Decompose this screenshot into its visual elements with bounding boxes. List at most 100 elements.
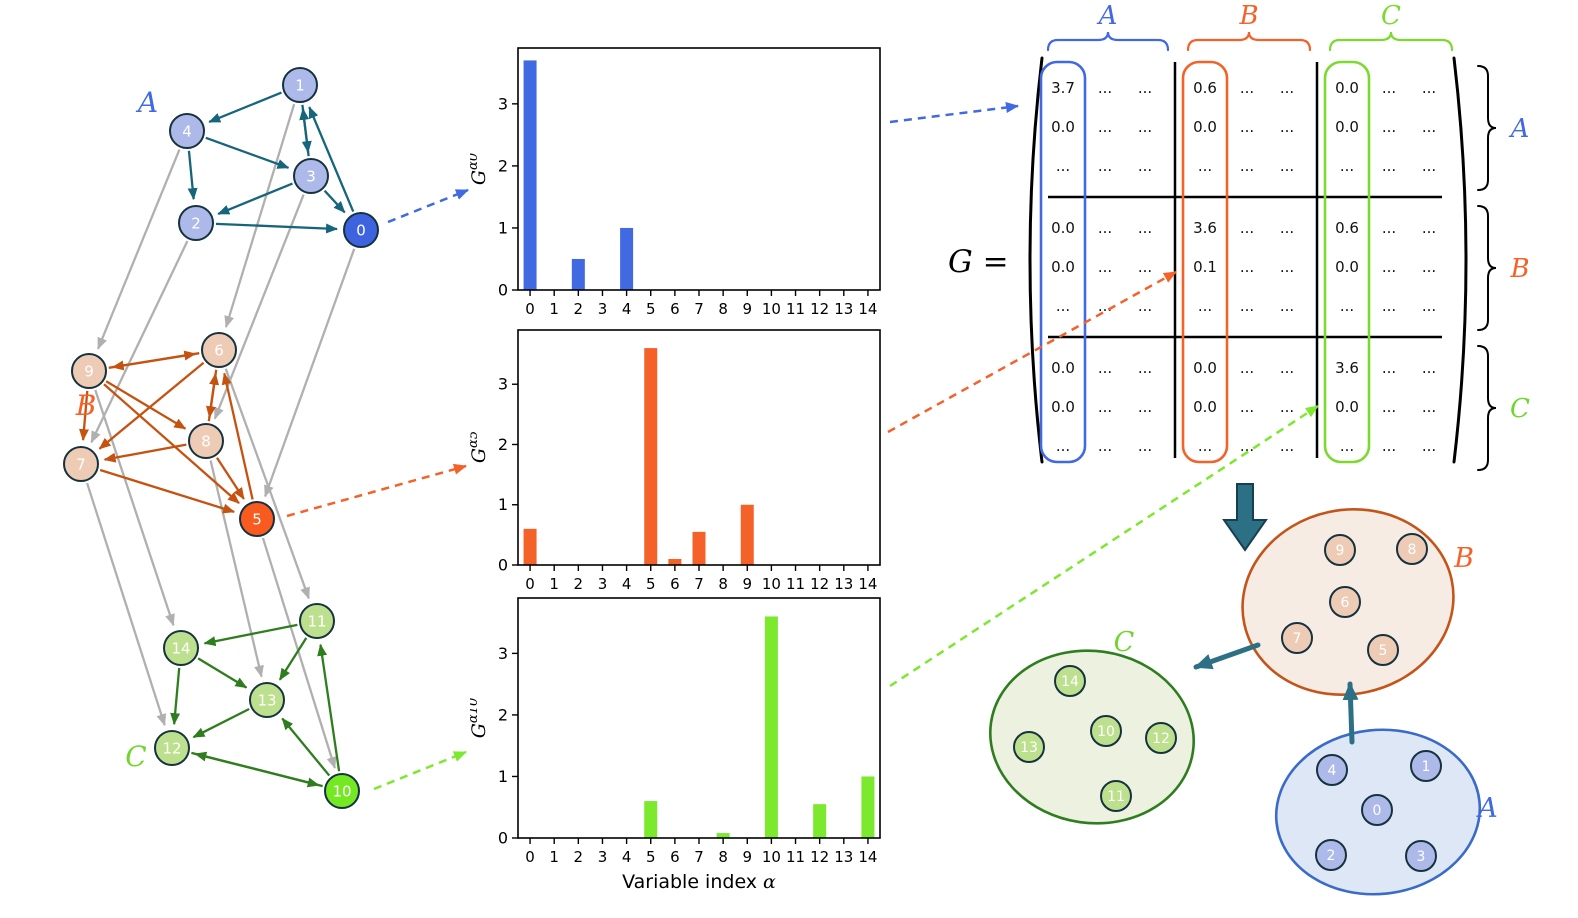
matrix-cell-r7-c3: 0.0 xyxy=(1193,398,1217,416)
graph-node-11 xyxy=(299,603,335,639)
plot-background xyxy=(518,330,880,565)
graph-edge-1-4 xyxy=(208,91,282,124)
graph-node-6 xyxy=(201,332,237,368)
coarse-node-label-11: 11 xyxy=(1107,789,1125,805)
matrix-cell-r0-c5: ... xyxy=(1280,79,1294,97)
matrix-cell-r3-c3: 3.6 xyxy=(1193,219,1217,237)
coarse-node-label-6: 6 xyxy=(1341,595,1350,611)
matrix-equals-label: G = xyxy=(948,244,1009,280)
cluster-label-A: A xyxy=(135,86,158,119)
coarse-node-3 xyxy=(1405,840,1437,872)
graph-node-label-1: 1 xyxy=(295,77,305,95)
matrix-row-group-label-B: B xyxy=(1509,254,1529,284)
matrix-cell-r2-c2: ... xyxy=(1138,157,1152,175)
x-tick-label: 7 xyxy=(694,300,704,318)
x-tick-label: 4 xyxy=(622,848,632,866)
x-tick-label: 11 xyxy=(786,848,805,866)
matrix-cell-r3-c8: ... xyxy=(1422,219,1436,237)
matrix-cell-r6-c4: ... xyxy=(1240,359,1254,377)
matrix-cell-r8-c5: ... xyxy=(1280,437,1294,455)
graph-edge-0-5 xyxy=(264,248,356,498)
matrix-cell-r8-c8: ... xyxy=(1422,437,1436,455)
matrix-cell-r1-c1: ... xyxy=(1098,118,1112,136)
matrix-cell-r3-c6: 0.6 xyxy=(1335,219,1359,237)
graph-edge-1-6 xyxy=(224,103,296,329)
y-tick-label: 0 xyxy=(498,829,508,848)
graph-edge-6-7 xyxy=(98,361,205,450)
matrix-cell-r4-c8: ... xyxy=(1422,258,1436,276)
x-tick-label: 2 xyxy=(574,300,584,318)
x-tick-label: 5 xyxy=(646,848,656,866)
coarse-node-label-14: 14 xyxy=(1061,674,1079,690)
x-tick-label: 0 xyxy=(525,848,535,866)
matrix-cell-r4-c3: 0.1 xyxy=(1193,258,1217,276)
matrix-cell-r4-c1: ... xyxy=(1098,258,1112,276)
matrix-cell-r8-c2: ... xyxy=(1138,437,1152,455)
coarse-label-A: A xyxy=(1475,793,1498,824)
graph-node-label-11: 11 xyxy=(307,613,326,631)
right-brace-B xyxy=(1477,205,1497,331)
matrix-cell-r1-c5: ... xyxy=(1280,118,1294,136)
graph-edge-10-13 xyxy=(281,717,331,777)
coarse-node-label-5: 5 xyxy=(1379,643,1388,659)
graph-node-label-9: 9 xyxy=(84,363,94,381)
matrix-cell-r8-c0: ... xyxy=(1056,437,1070,455)
matrix-cell-r0-c2: ... xyxy=(1138,79,1152,97)
matrix-cell-r7-c4: ... xyxy=(1240,398,1254,416)
x-tick-label: 12 xyxy=(810,848,829,866)
graph-node-4 xyxy=(169,113,205,149)
right-brace-A xyxy=(1477,65,1497,191)
matrix-col-group-label-B: B xyxy=(1238,1,1258,31)
graph-edge-5-6 xyxy=(221,372,254,500)
matrix-cell-r2-c8: ... xyxy=(1422,157,1436,175)
matrix-right-paren xyxy=(1452,56,1468,464)
matrix-col-group-label-A: A xyxy=(1097,1,1118,31)
x-tick-label: 4 xyxy=(622,575,632,592)
top-brace-C xyxy=(1328,31,1454,52)
x-tick-label: 2 xyxy=(574,848,584,866)
graph-edge-10-12 xyxy=(194,751,323,788)
x-tick-label: 6 xyxy=(670,300,680,318)
matrix-cell-r1-c2: ... xyxy=(1138,118,1152,136)
matrix-cell-r6-c7: ... xyxy=(1382,359,1396,377)
x-tick-label: 10 xyxy=(762,575,781,592)
x-tick-label: 10 xyxy=(762,848,781,866)
matrix-cell-r5-c2: ... xyxy=(1138,297,1152,315)
bar-7 xyxy=(692,531,706,565)
graph-edge-14-12 xyxy=(170,667,181,726)
graph-edge-8-5 xyxy=(215,457,245,500)
top-brace-B xyxy=(1186,31,1312,52)
matrix-cell-r1-c3: 0.0 xyxy=(1193,118,1217,136)
matrix-cell-r4-c6: 0.0 xyxy=(1335,258,1359,276)
bar-0 xyxy=(523,528,537,565)
graph-node-label-0: 0 xyxy=(356,222,366,240)
graph-edge-10-11 xyxy=(317,643,341,772)
y-tick-label: 3 xyxy=(498,644,508,663)
x-tick-label: 9 xyxy=(742,575,752,592)
coarse-node-5 xyxy=(1367,634,1399,666)
matrix-cell-r4-c7: ... xyxy=(1382,258,1396,276)
graph-node-12 xyxy=(154,730,190,766)
coarse-node-label-4: 4 xyxy=(1328,763,1337,779)
matrix-cell-r6-c6: 3.6 xyxy=(1335,359,1359,377)
graph-node-label-7: 7 xyxy=(76,456,86,474)
coarse-node-11 xyxy=(1100,780,1132,812)
graph-edge-7-5 xyxy=(99,468,236,514)
graph-edge-13-12 xyxy=(192,707,250,739)
coarse-node-13 xyxy=(1013,731,1045,763)
y-tick-label: 2 xyxy=(498,705,508,724)
x-tick-label: 1 xyxy=(549,300,559,318)
x-tick-label: 6 xyxy=(670,575,680,592)
matrix-cell-r6-c3: 0.0 xyxy=(1193,359,1217,377)
x-tick-label: 5 xyxy=(646,300,656,318)
graph-edge-6-9 xyxy=(111,352,200,371)
bar-5 xyxy=(644,801,658,838)
matrix-cell-r3-c4: ... xyxy=(1240,219,1254,237)
graph-edge-0-1 xyxy=(308,106,355,213)
matrix-cells: 3.7...... 0.6...... 0.0... ... 0.0...... 0.0.… xyxy=(1051,79,1436,455)
matrix-cell-r3-c5: ... xyxy=(1280,219,1294,237)
coarse-node-12 xyxy=(1145,722,1177,754)
y-tick-label: 0 xyxy=(498,556,508,575)
